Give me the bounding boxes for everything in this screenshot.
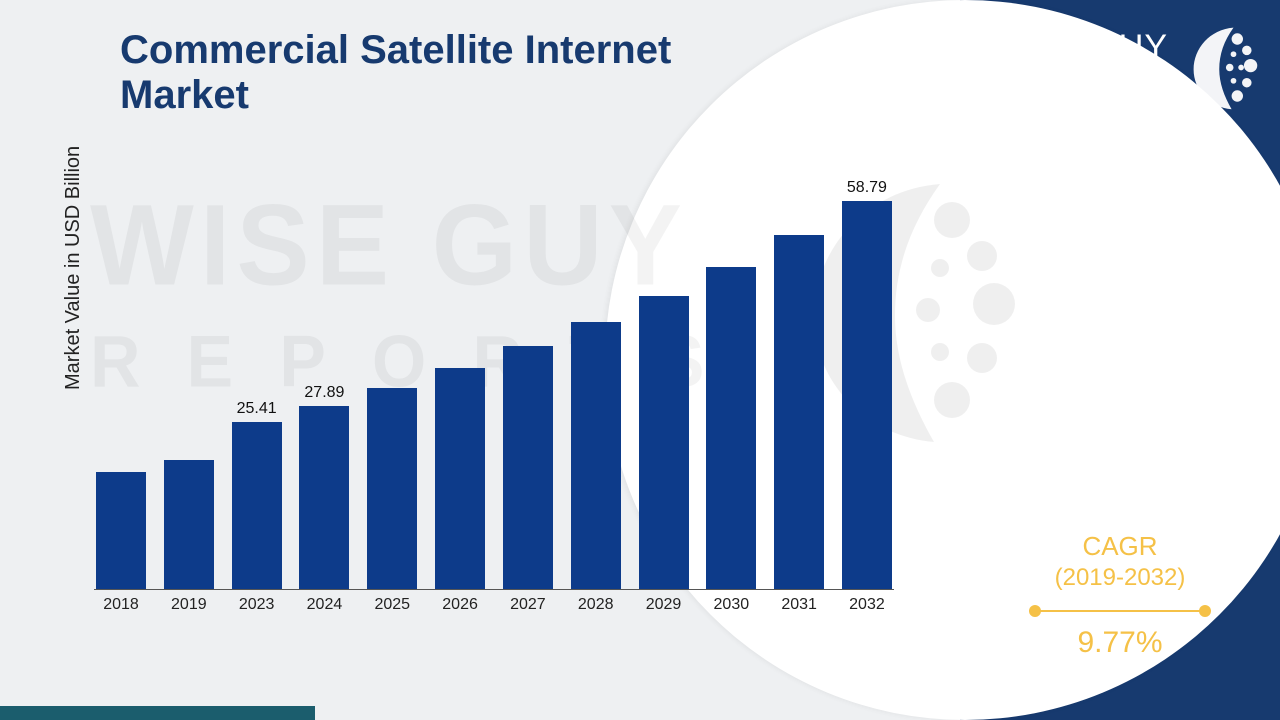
bar-rect (232, 422, 282, 590)
x-axis-labels: 2018 2019 2023 2024 2025 2026 2027 2028 2029 2030… (94, 596, 894, 614)
bar-2029 (639, 274, 689, 590)
bar-2027 (503, 324, 553, 590)
bar-rect (639, 296, 689, 590)
x-tick-label: 2026 (435, 596, 485, 614)
bar-2018 (96, 450, 146, 590)
bar-rect (299, 406, 349, 591)
x-axis-baseline (94, 589, 894, 590)
cagr-label: CAGR (1020, 531, 1220, 562)
bar-rect (706, 267, 756, 590)
bar-rect (435, 368, 485, 590)
bar-rect (842, 201, 892, 590)
cagr-block: CAGR (2019-2032) 9.77% (1020, 531, 1220, 660)
bar-rect (96, 472, 146, 590)
x-tick-label: 2028 (571, 596, 621, 614)
bar-rect (367, 388, 417, 590)
bar-rect (571, 322, 621, 590)
x-tick-label: 2030 (706, 596, 756, 614)
bar-2023: 25.41 (232, 400, 282, 590)
bar-2030 (706, 245, 756, 590)
bar-rect (503, 346, 553, 590)
x-tick-label: 2029 (639, 596, 689, 614)
bar-value-label: 25.41 (237, 400, 277, 418)
bar-value-label: 58.79 (847, 179, 887, 197)
x-tick-label: 2024 (299, 596, 349, 614)
cagr-divider (1035, 610, 1205, 612)
bar-2019 (164, 438, 214, 590)
bar-2032: 58.79 (842, 179, 892, 590)
bar-2026 (435, 346, 485, 590)
y-axis-label: Market Value in USD Billion (62, 146, 85, 390)
chart-title: Commercial Satellite Internet Market (120, 28, 740, 118)
x-tick-label: 2032 (842, 596, 892, 614)
bars-container: 25.41 27.89 58.79 (94, 160, 894, 590)
bar-2024: 27.89 (299, 384, 349, 591)
cagr-range: (2019-2032) (1020, 564, 1220, 592)
bar-value-label: 27.89 (304, 384, 344, 402)
x-tick-label: 2019 (164, 596, 214, 614)
logo-head-icon (1167, 20, 1262, 115)
bar-2031 (774, 213, 824, 590)
bar-rect (774, 235, 824, 590)
cagr-value: 9.77% (1020, 626, 1220, 660)
infographic-stage: WISE GUY REPORTS Commercial Satellite In… (0, 0, 1280, 720)
bar-2028 (571, 300, 621, 590)
chart-plot-area: 25.41 27.89 58.79 (94, 160, 894, 590)
bar-rect (164, 460, 214, 590)
bottom-strip (0, 706, 315, 720)
x-tick-label: 2027 (503, 596, 553, 614)
x-tick-label: 2023 (232, 596, 282, 614)
x-tick-label: 2018 (96, 596, 146, 614)
bar-2025 (367, 366, 417, 590)
x-tick-label: 2025 (367, 596, 417, 614)
x-tick-label: 2031 (774, 596, 824, 614)
